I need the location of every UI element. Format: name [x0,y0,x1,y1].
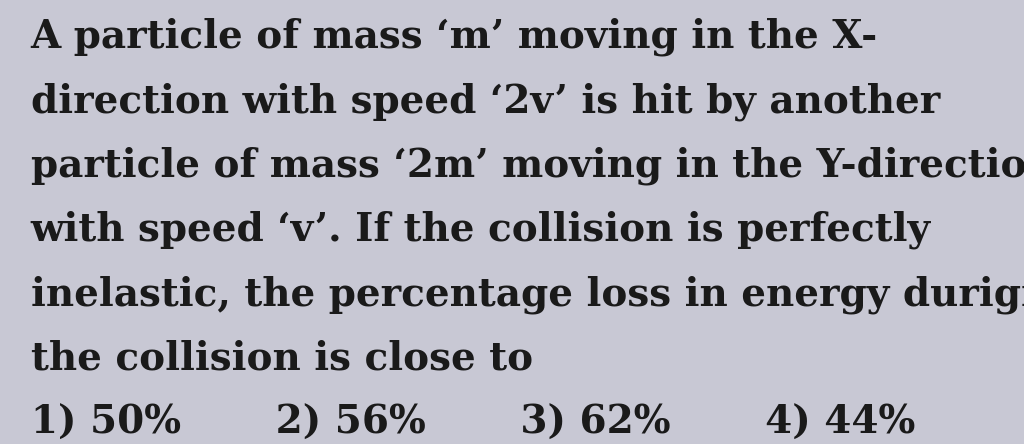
Text: direction with speed ‘2v’ is hit by another: direction with speed ‘2v’ is hit by anot… [31,82,940,121]
Text: the collision is close to: the collision is close to [31,340,532,378]
Text: particle of mass ‘2m’ moving in the Y-direction: particle of mass ‘2m’ moving in the Y-di… [31,147,1024,185]
Text: 1) 50%       2) 56%       3) 62%       4) 44%: 1) 50% 2) 56% 3) 62% 4) 44% [31,404,915,442]
Text: with speed ‘v’. If the collision is perfectly: with speed ‘v’. If the collision is perf… [31,211,931,250]
Text: inelastic, the percentage loss in energy durign: inelastic, the percentage loss in energy… [31,275,1024,314]
Text: A particle of mass ‘m’ moving in the X-: A particle of mass ‘m’ moving in the X- [31,18,878,56]
